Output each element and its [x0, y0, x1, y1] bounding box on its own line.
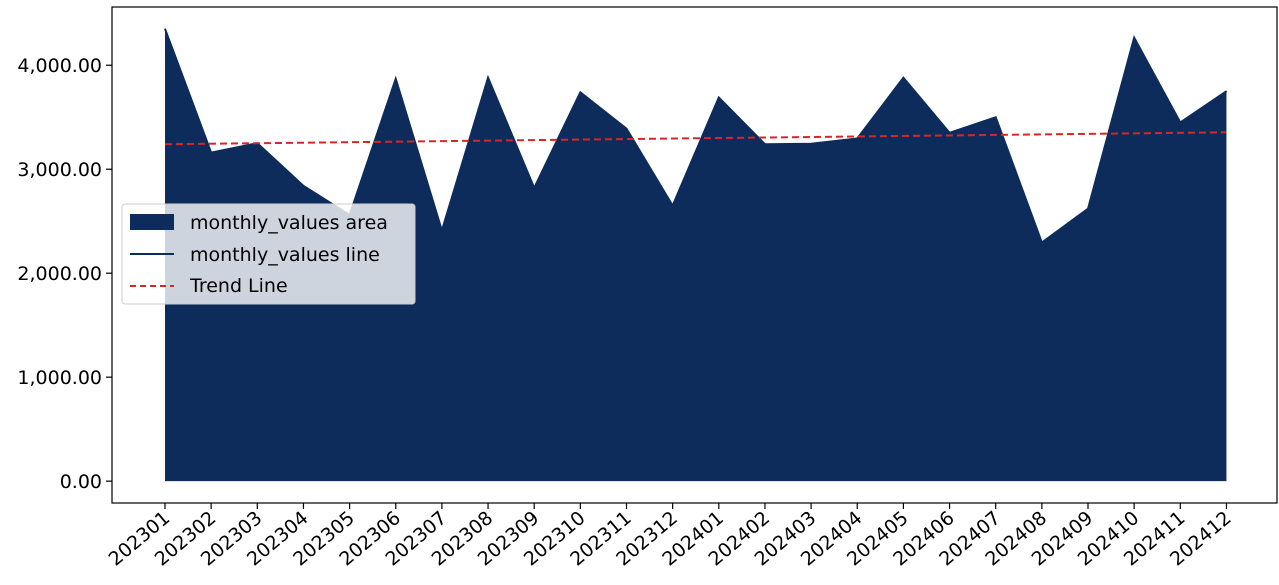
legend-label-trend: Trend Line	[189, 275, 288, 297]
data-point-202401	[718, 96, 720, 98]
legend-label-area: monthly_values area	[190, 212, 388, 234]
data-point-202407	[995, 116, 997, 118]
data-point-202405	[902, 77, 904, 79]
data-point-202309	[533, 187, 535, 189]
data-point-202310	[579, 91, 581, 93]
data-point-202410	[1133, 37, 1135, 39]
x-axis: 2023012023022023032023042023052023062023…	[105, 503, 1236, 570]
data-point-202406	[949, 132, 951, 134]
y-tick-label: 4,000.00	[17, 55, 102, 77]
data-point-202409	[1087, 208, 1089, 210]
area-fill	[165, 28, 1227, 482]
y-tick-label: 1,000.00	[17, 367, 102, 389]
data-point-202412	[1225, 90, 1227, 92]
data-point-202304	[302, 185, 304, 187]
data-point-202306	[395, 78, 397, 80]
data-point-202404	[856, 138, 858, 140]
data-point-202311	[626, 128, 627, 130]
data-point-202402	[764, 143, 766, 145]
data-point-202308	[487, 77, 489, 79]
data-point-202301	[164, 28, 166, 30]
y-tick-label: 3,000.00	[17, 159, 102, 181]
legend: monthly_values area monthly_values line …	[121, 203, 416, 305]
legend-label-line: monthly_values line	[190, 244, 380, 266]
y-axis: 0.00 1,000.00 2,000.00 3,000.00 4,000.00	[17, 55, 112, 493]
data-point-202307	[441, 230, 443, 232]
data-point-202403	[810, 143, 812, 145]
plot-frame	[111, 6, 1278, 504]
legend-box	[121, 203, 416, 305]
trend-line	[164, 131, 1227, 146]
data-point-202302	[210, 152, 212, 154]
legend-area-swatch	[130, 214, 174, 230]
y-tick-label: 2,000.00	[17, 263, 102, 285]
data-point-202408	[1041, 242, 1043, 244]
data-point-202411	[1179, 121, 1181, 123]
data-point-202312	[672, 205, 674, 207]
y-tick-label: 0.00	[60, 471, 102, 493]
trend-layer	[164, 131, 1227, 146]
